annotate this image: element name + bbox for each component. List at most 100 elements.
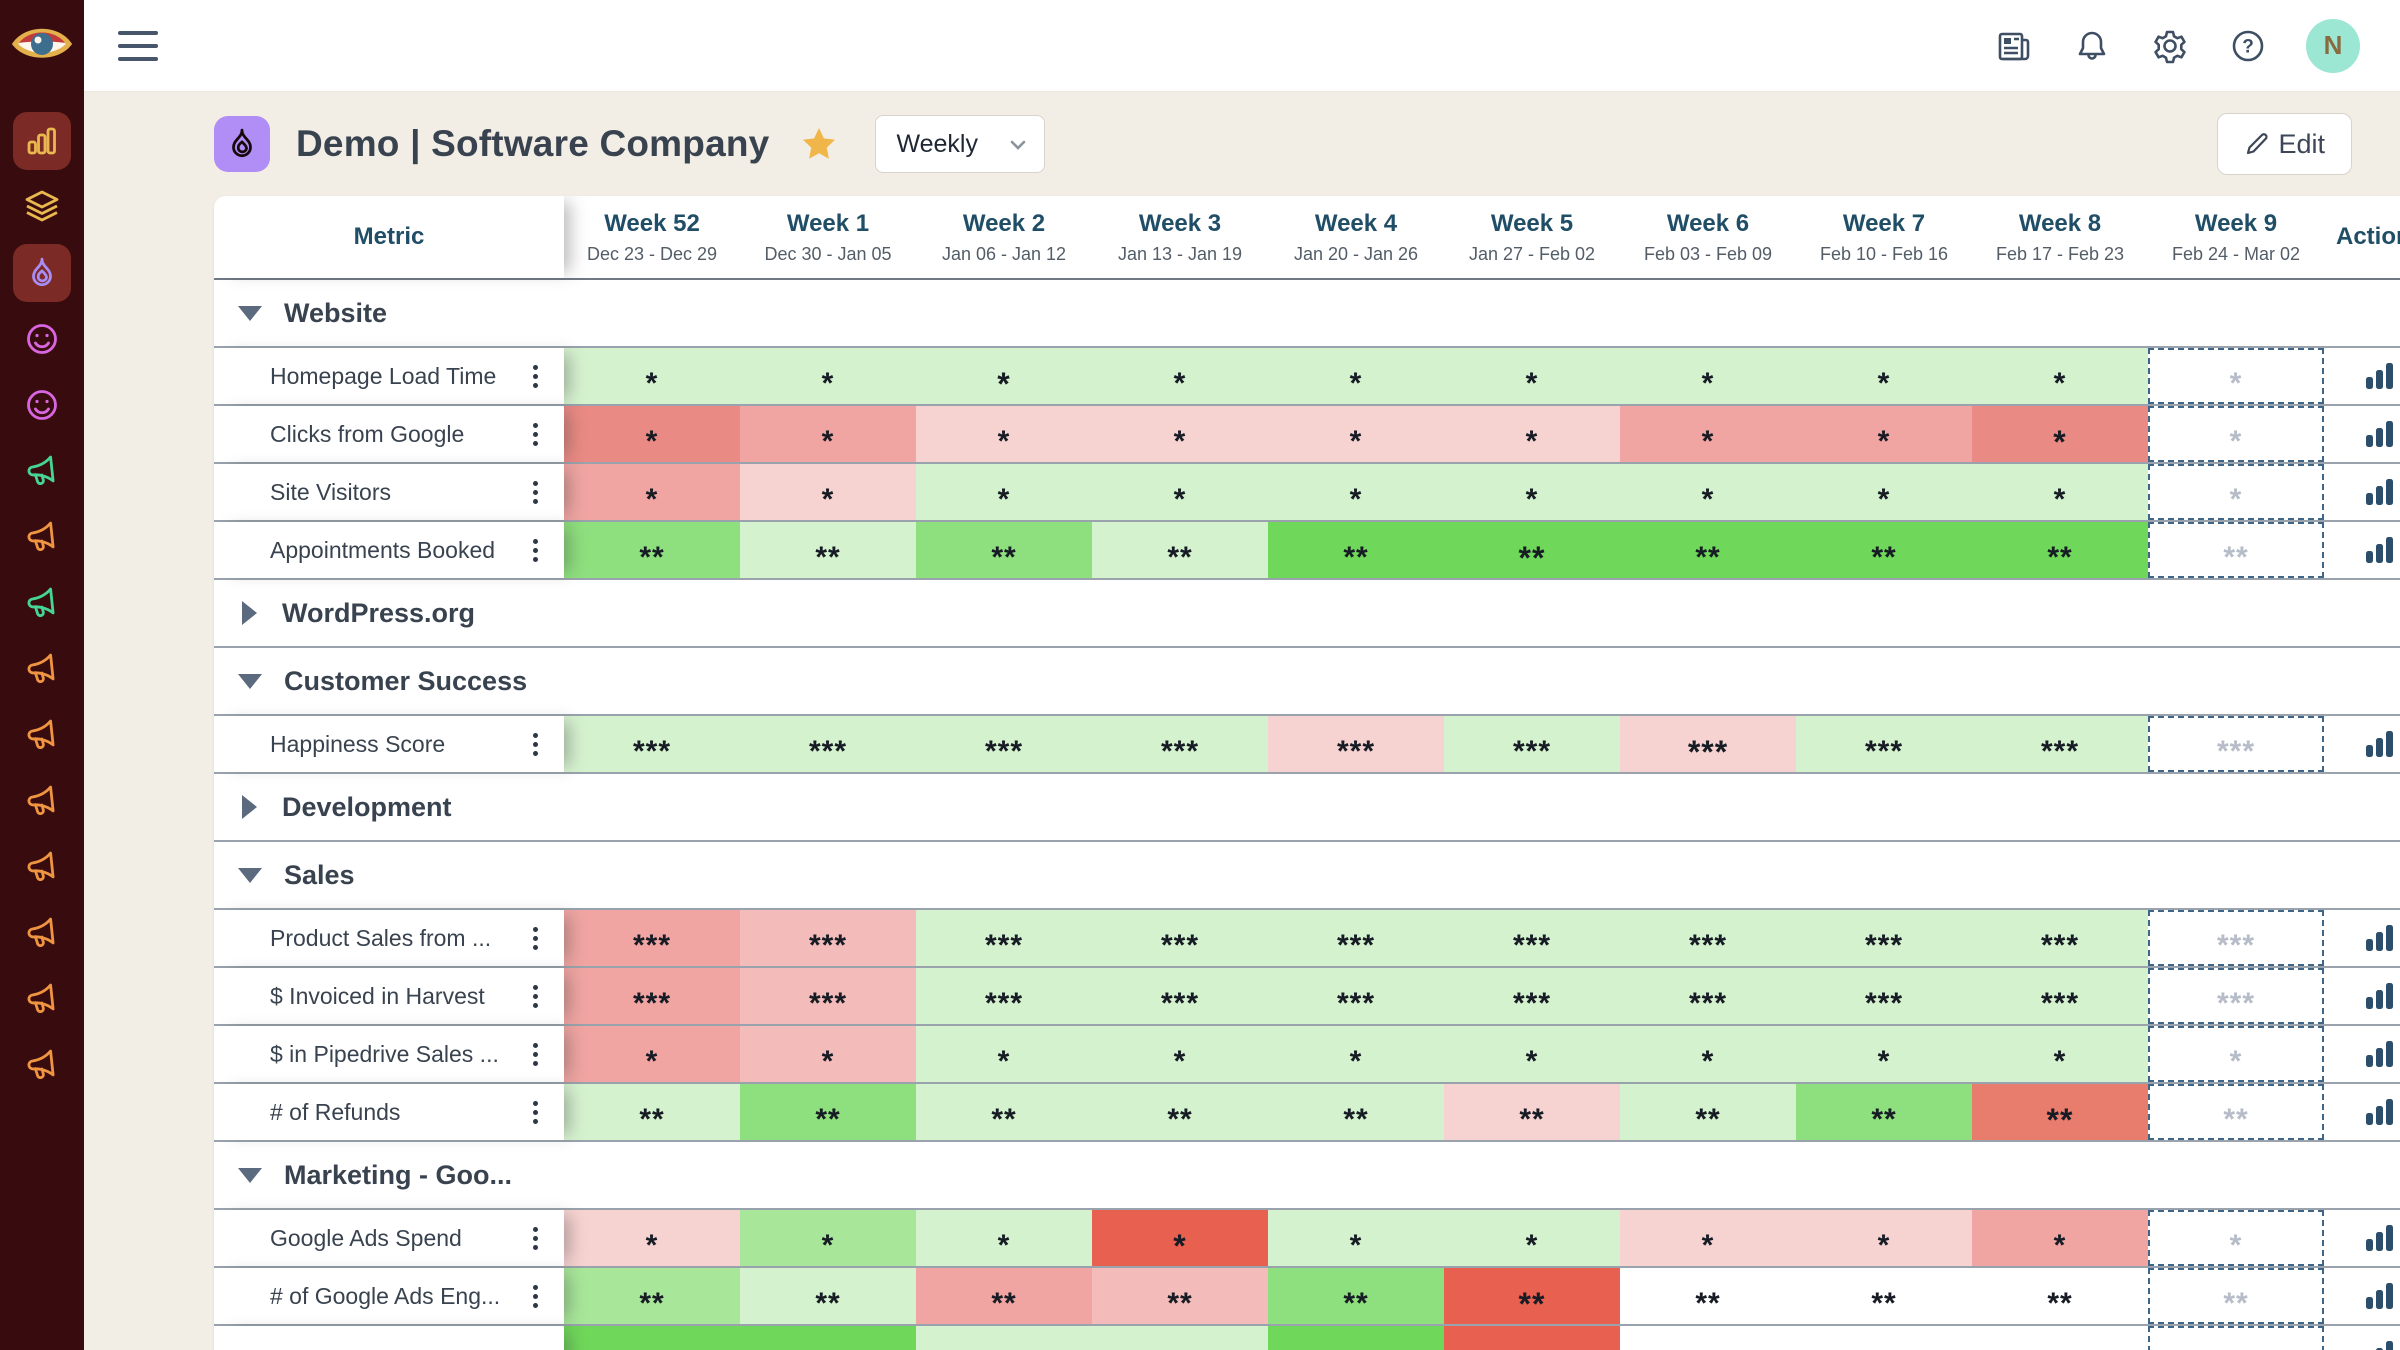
value-cell-w6[interactable]: ***: [1620, 716, 1796, 772]
value-cell-w2[interactable]: ***: [916, 910, 1092, 966]
value-cell-w8[interactable]: ***: [1972, 910, 2148, 966]
value-cell-w2[interactable]: ***: [916, 716, 1092, 772]
value-cell-w3[interactable]: **: [1092, 522, 1268, 578]
value-cell-w3[interactable]: ***: [1092, 968, 1268, 1024]
row-chart-action-icon[interactable]: [2324, 406, 2400, 462]
value-cell-w7[interactable]: **: [1796, 1084, 1972, 1140]
value-cell-w0[interactable]: **: [564, 1268, 740, 1324]
value-cell-w7[interactable]: **: [1796, 522, 1972, 578]
value-cell-w7[interactable]: *: [1796, 406, 1972, 462]
kebab-menu-icon[interactable]: [520, 727, 550, 761]
value-cell-w4[interactable]: *: [1268, 1326, 1444, 1350]
pending-value-cell-w9[interactable]: **: [2148, 1268, 2324, 1324]
pending-value-cell-w9[interactable]: ***: [2148, 910, 2324, 966]
value-cell-w5[interactable]: *: [1444, 348, 1620, 404]
value-cell-w7[interactable]: *: [1796, 348, 1972, 404]
sidebar-item-megaphone-9[interactable]: [13, 706, 71, 764]
pending-value-cell-w9[interactable]: *: [2148, 1326, 2324, 1350]
kebab-menu-icon[interactable]: [520, 979, 550, 1013]
value-cell-w4[interactable]: *: [1268, 406, 1444, 462]
value-cell-w4[interactable]: **: [1268, 1268, 1444, 1324]
value-cell-w2[interactable]: *: [916, 406, 1092, 462]
value-cell-w7[interactable]: *: [1796, 464, 1972, 520]
section-toggle-14[interactable]: Marketing - Goo...: [214, 1142, 2400, 1208]
value-cell-w3[interactable]: **: [1092, 1084, 1268, 1140]
value-cell-w7[interactable]: ***: [1796, 968, 1972, 1024]
value-cell-w2[interactable]: **: [916, 1084, 1092, 1140]
kebab-menu-icon[interactable]: [520, 1279, 550, 1313]
value-cell-w1[interactable]: *: [740, 1026, 916, 1082]
pending-value-cell-w9[interactable]: ***: [2148, 968, 2324, 1024]
avatar[interactable]: N: [2306, 18, 2360, 73]
value-cell-w6[interactable]: *: [1620, 1026, 1796, 1082]
value-cell-w8[interactable]: *: [1972, 1210, 2148, 1266]
row-chart-action-icon[interactable]: [2324, 1326, 2400, 1350]
pending-value-cell-w9[interactable]: **: [2148, 1084, 2324, 1140]
sidebar-item-megaphone-10[interactable]: [13, 772, 71, 830]
value-cell-w5[interactable]: **: [1444, 522, 1620, 578]
value-cell-w4[interactable]: *: [1268, 1210, 1444, 1266]
period-select[interactable]: Weekly: [875, 115, 1046, 173]
sidebar-item-megaphone-13[interactable]: [13, 970, 71, 1028]
pending-value-cell-w9[interactable]: *: [2148, 406, 2324, 462]
value-cell-w8[interactable]: *: [1972, 348, 2148, 404]
pending-value-cell-w9[interactable]: *: [2148, 464, 2324, 520]
value-cell-w0[interactable]: *: [564, 406, 740, 462]
sidebar-item-megaphone-5[interactable]: [13, 442, 71, 500]
value-cell-w0[interactable]: ***: [564, 716, 740, 772]
news-icon[interactable]: [1994, 26, 2034, 66]
value-cell-w7[interactable]: **: [1796, 1268, 1972, 1324]
value-cell-w5[interactable]: **: [1444, 1268, 1620, 1324]
value-cell-w3[interactable]: *: [1092, 348, 1268, 404]
kebab-menu-icon[interactable]: [520, 921, 550, 955]
sidebar-item-smiley-4[interactable]: [13, 376, 71, 434]
value-cell-w8[interactable]: *: [1972, 464, 2148, 520]
value-cell-w5[interactable]: *: [1444, 1210, 1620, 1266]
value-cell-w4[interactable]: ***: [1268, 910, 1444, 966]
value-cell-w8[interactable]: **: [1972, 522, 2148, 578]
kebab-menu-icon[interactable]: [520, 533, 550, 567]
value-cell-w3[interactable]: ***: [1092, 716, 1268, 772]
value-cell-w0[interactable]: ***: [564, 968, 740, 1024]
value-cell-w5[interactable]: *: [1444, 1026, 1620, 1082]
value-cell-w7[interactable]: ***: [1796, 716, 1972, 772]
sidebar-item-megaphone-11[interactable]: [13, 838, 71, 896]
help-icon[interactable]: ?: [2228, 26, 2268, 66]
kebab-menu-icon[interactable]: [520, 475, 550, 509]
value-cell-w7[interactable]: *: [1796, 1026, 1972, 1082]
kebab-menu-icon[interactable]: [520, 417, 550, 451]
value-cell-w2[interactable]: *: [916, 1326, 1092, 1350]
sidebar-item-megaphone-8[interactable]: [13, 640, 71, 698]
value-cell-w6[interactable]: ***: [1620, 968, 1796, 1024]
value-cell-w8[interactable]: **: [1972, 1084, 2148, 1140]
row-chart-action-icon[interactable]: [2324, 522, 2400, 578]
kebab-menu-icon[interactable]: [520, 1095, 550, 1129]
value-cell-w1[interactable]: **: [740, 1084, 916, 1140]
value-cell-w1[interactable]: **: [740, 1268, 916, 1324]
value-cell-w8[interactable]: **: [1972, 1268, 2148, 1324]
value-cell-w2[interactable]: *: [916, 1210, 1092, 1266]
value-cell-w7[interactable]: *: [1796, 1326, 1972, 1350]
value-cell-w0[interactable]: *: [564, 1026, 740, 1082]
row-chart-action-icon[interactable]: [2324, 968, 2400, 1024]
pending-value-cell-w9[interactable]: *: [2148, 1210, 2324, 1266]
value-cell-w5[interactable]: *: [1444, 464, 1620, 520]
kebab-menu-icon[interactable]: [520, 1037, 550, 1071]
kebab-menu-icon[interactable]: [520, 359, 550, 393]
pending-value-cell-w9[interactable]: *: [2148, 348, 2324, 404]
row-chart-action-icon[interactable]: [2324, 716, 2400, 772]
value-cell-w5[interactable]: *: [1444, 406, 1620, 462]
section-toggle-6[interactable]: Customer Success: [214, 648, 2400, 714]
gear-icon[interactable]: [2150, 26, 2190, 66]
value-cell-w1[interactable]: *: [740, 464, 916, 520]
value-cell-w1[interactable]: *: [740, 348, 916, 404]
value-cell-w8[interactable]: *: [1972, 406, 2148, 462]
row-chart-action-icon[interactable]: [2324, 348, 2400, 404]
value-cell-w0[interactable]: *: [564, 1326, 740, 1350]
row-chart-action-icon[interactable]: [2324, 1210, 2400, 1266]
row-chart-action-icon[interactable]: [2324, 464, 2400, 520]
value-cell-w7[interactable]: *: [1796, 1210, 1972, 1266]
value-cell-w6[interactable]: *: [1620, 406, 1796, 462]
value-cell-w1[interactable]: ***: [740, 968, 916, 1024]
value-cell-w0[interactable]: **: [564, 522, 740, 578]
